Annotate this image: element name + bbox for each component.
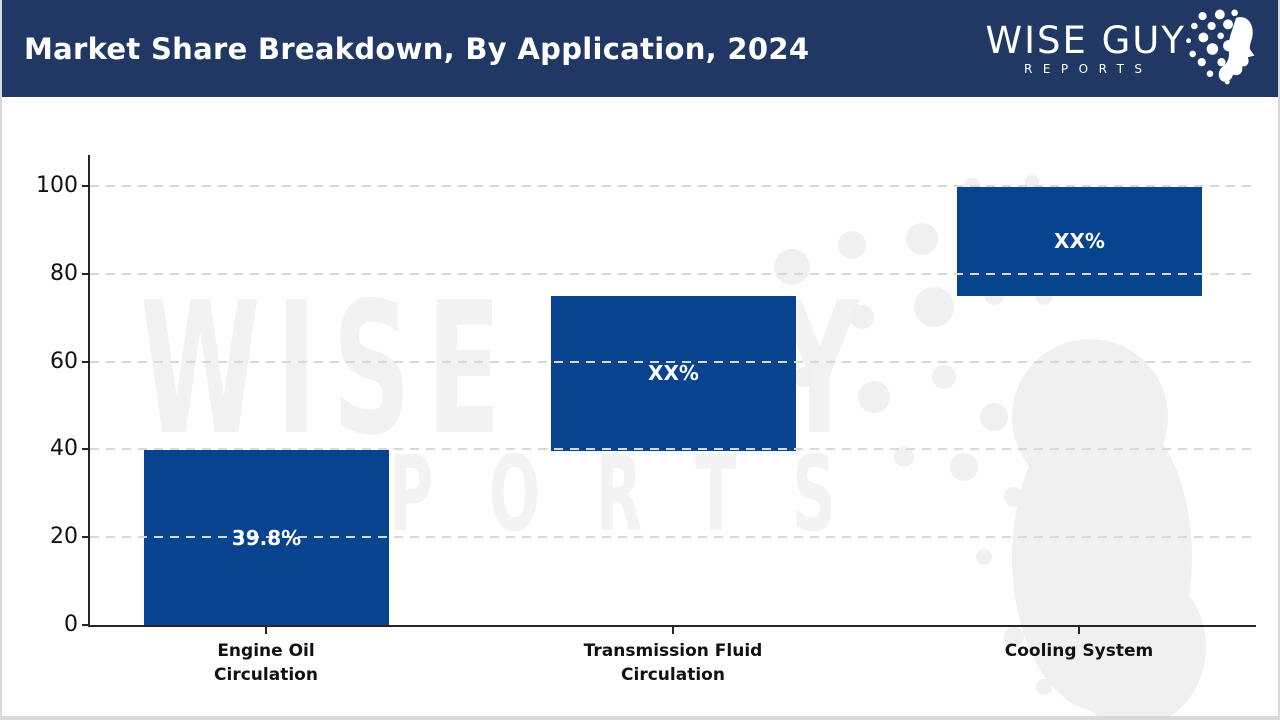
- y-tick-mark: [82, 448, 89, 450]
- y-tick-mark: [82, 273, 89, 275]
- gridline: [90, 361, 1254, 363]
- bar-value-label: 39.8%: [231, 526, 302, 550]
- x-category-label: Cooling System: [1004, 641, 1154, 661]
- y-tick-label: 100: [36, 173, 78, 198]
- y-tick-label: 80: [50, 261, 78, 286]
- x-tick-mark: [265, 627, 267, 634]
- plot: 39.8% XX% XX% 0 20 40 60 80 100 Engine Oil Circul…: [2, 97, 1278, 716]
- x-tick-mark: [1078, 627, 1080, 634]
- gridline: [90, 536, 1254, 538]
- y-tick-mark: [82, 536, 89, 538]
- y-tick-label: 40: [50, 436, 78, 461]
- bar: [957, 187, 1202, 296]
- wiseguy-face-icon: [1186, 9, 1255, 84]
- y-tick-mark: [82, 185, 89, 187]
- gridline: [90, 185, 1254, 187]
- bar-value-label: XX%: [648, 361, 699, 385]
- logo-brand-name: WISE GUY: [985, 19, 1186, 62]
- y-tick-mark: [82, 361, 89, 363]
- chart-area: WISE GUY REPORTS 39.8% XX% XX% 0 20: [2, 97, 1278, 716]
- x-category-label: Engine Oil Circulation: [214, 641, 318, 685]
- y-tick-label: 20: [50, 524, 78, 549]
- bar-value-label: XX%: [1054, 229, 1105, 253]
- wiseguy-logo: WISE GUY REPORTS: [986, 6, 1256, 92]
- y-tick-label: 0: [64, 612, 78, 637]
- x-axis-line: [88, 625, 1256, 627]
- x-tick-mark: [672, 627, 674, 634]
- bar: [551, 296, 796, 451]
- logo-brand-subtitle: REPORTS: [1024, 62, 1153, 76]
- wiseguy-logo-text: WISE GUY REPORTS: [986, 22, 1186, 75]
- y-tick-label: 60: [50, 349, 78, 374]
- x-category-label: Transmission Fluid Circulation: [583, 641, 763, 685]
- y-tick-mark: [82, 624, 89, 626]
- header: Market Share Breakdown, By Application, …: [2, 0, 1278, 97]
- gridline: [90, 273, 1254, 275]
- page-title: Market Share Breakdown, By Application, …: [24, 31, 810, 66]
- gridline: [90, 448, 1254, 450]
- y-axis-line: [88, 155, 90, 627]
